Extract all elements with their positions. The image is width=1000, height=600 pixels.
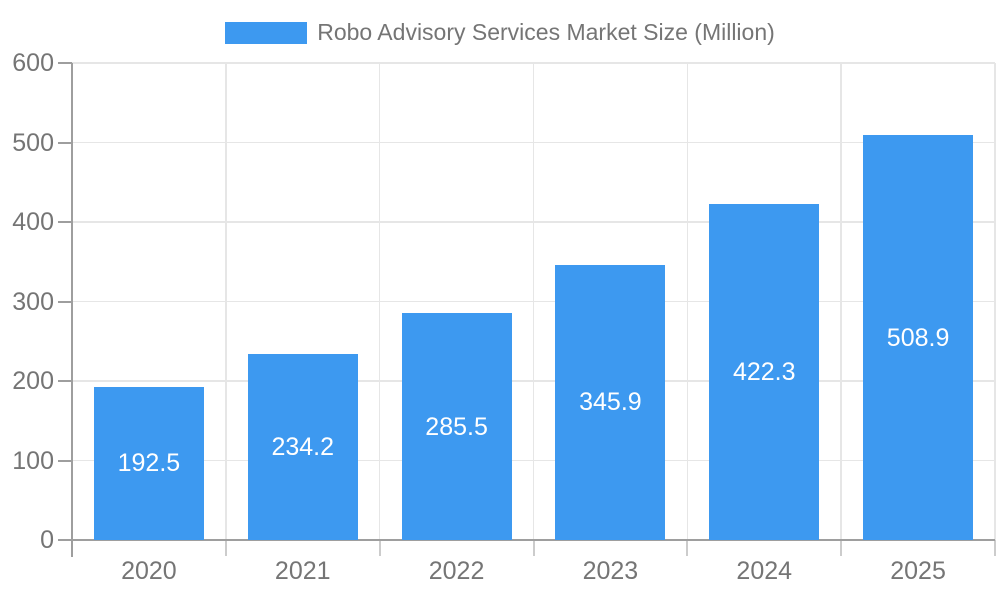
gridline-vertical [532,63,535,540]
y-axis-label: 500 [12,128,54,157]
x-axis-label: 2021 [274,557,331,585]
x-axis-tick [686,540,689,556]
x-axis-label: 2023 [582,557,639,585]
y-axis-label: 300 [12,287,54,316]
x-axis-label: 2024 [736,557,793,585]
legend-item[interactable]: Robo Advisory Services Market Size (Mill… [225,19,775,46]
y-axis-tick [58,62,72,64]
bar: 192.5 [93,386,204,540]
x-axis-line [71,539,995,541]
bar-value-label: 422.3 [732,358,796,387]
x-axis-tick [378,540,381,556]
x-axis-label: 2020 [121,557,177,585]
gridline-vertical [840,63,842,540]
bar: 422.3 [709,204,820,540]
bar-value-label: 192.5 [117,449,181,478]
gridline-vertical [378,63,381,540]
x-axis-tick [840,540,843,556]
y-axis-tick [58,539,72,541]
y-axis-label: 0 [40,526,54,554]
x-axis-label: 2025 [890,557,946,585]
x-axis-tick [994,540,996,556]
y-axis-label: 100 [12,446,54,475]
bar: 285.5 [401,313,512,540]
y-axis-label: 400 [12,208,54,236]
chart-legend: Robo Advisory Services Market Size (Mill… [0,19,1000,46]
chart-title: Robo Advisory Services Market Size (Mill… [317,19,775,45]
bar-value-label: 345.9 [579,388,642,417]
y-axis-tick [58,459,72,462]
gridline-vertical [225,63,227,540]
bar-value-label: 285.5 [425,412,488,441]
bar-value-label: 508.9 [886,323,950,352]
bar: 234.2 [247,353,358,540]
x-axis-tick [532,540,535,556]
x-axis-tick [224,540,227,556]
bar-value-label: 234.2 [271,432,335,461]
bar: 508.9 [863,135,974,540]
y-axis-label: 600 [12,49,54,77]
y-axis-line [71,63,73,557]
x-axis-label: 2022 [428,557,485,585]
gridline-vertical [994,63,996,540]
y-axis-label: 200 [12,367,54,395]
y-axis-tick [58,141,72,144]
y-axis-tick [58,380,72,382]
y-axis-tick [58,221,72,223]
y-axis-tick [58,300,72,303]
legend-swatch [225,21,308,44]
gridline-vertical [686,63,689,540]
bar: 345.9 [555,265,666,540]
